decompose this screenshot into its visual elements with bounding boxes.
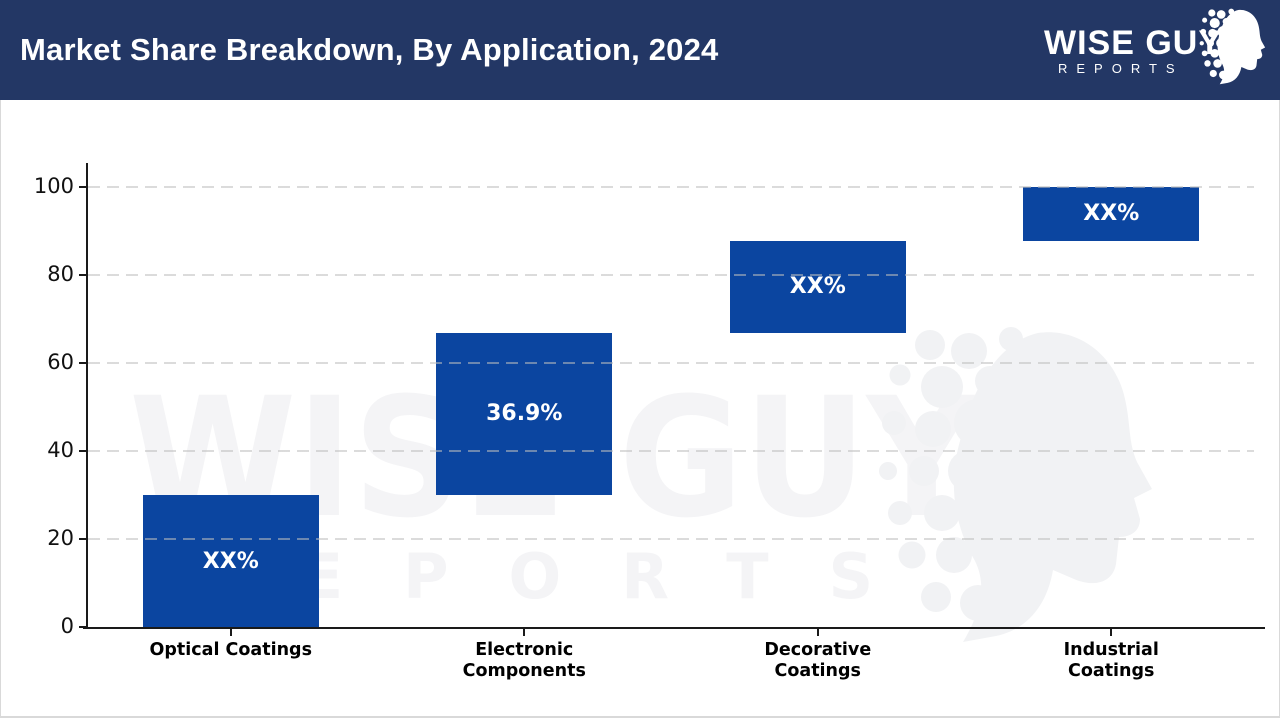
watermark-subtext: REPORTS — [193, 540, 934, 613]
chart-title: Market Share Breakdown, By Application, … — [20, 32, 719, 67]
logo-subtext: REPORTS — [1058, 61, 1184, 76]
header-bar: Market Share Breakdown, By Application, … — [0, 0, 1280, 100]
dot-face-logo-icon — [1196, 5, 1268, 93]
dot-face-watermark-icon — [863, 315, 1165, 675]
logo-wordmark: WISE GUY — [1044, 24, 1223, 62]
chart-canvas: WISE GUY REPORTS — [0, 100, 1280, 718]
watermark-wordmark: WISE GUY — [129, 362, 977, 554]
